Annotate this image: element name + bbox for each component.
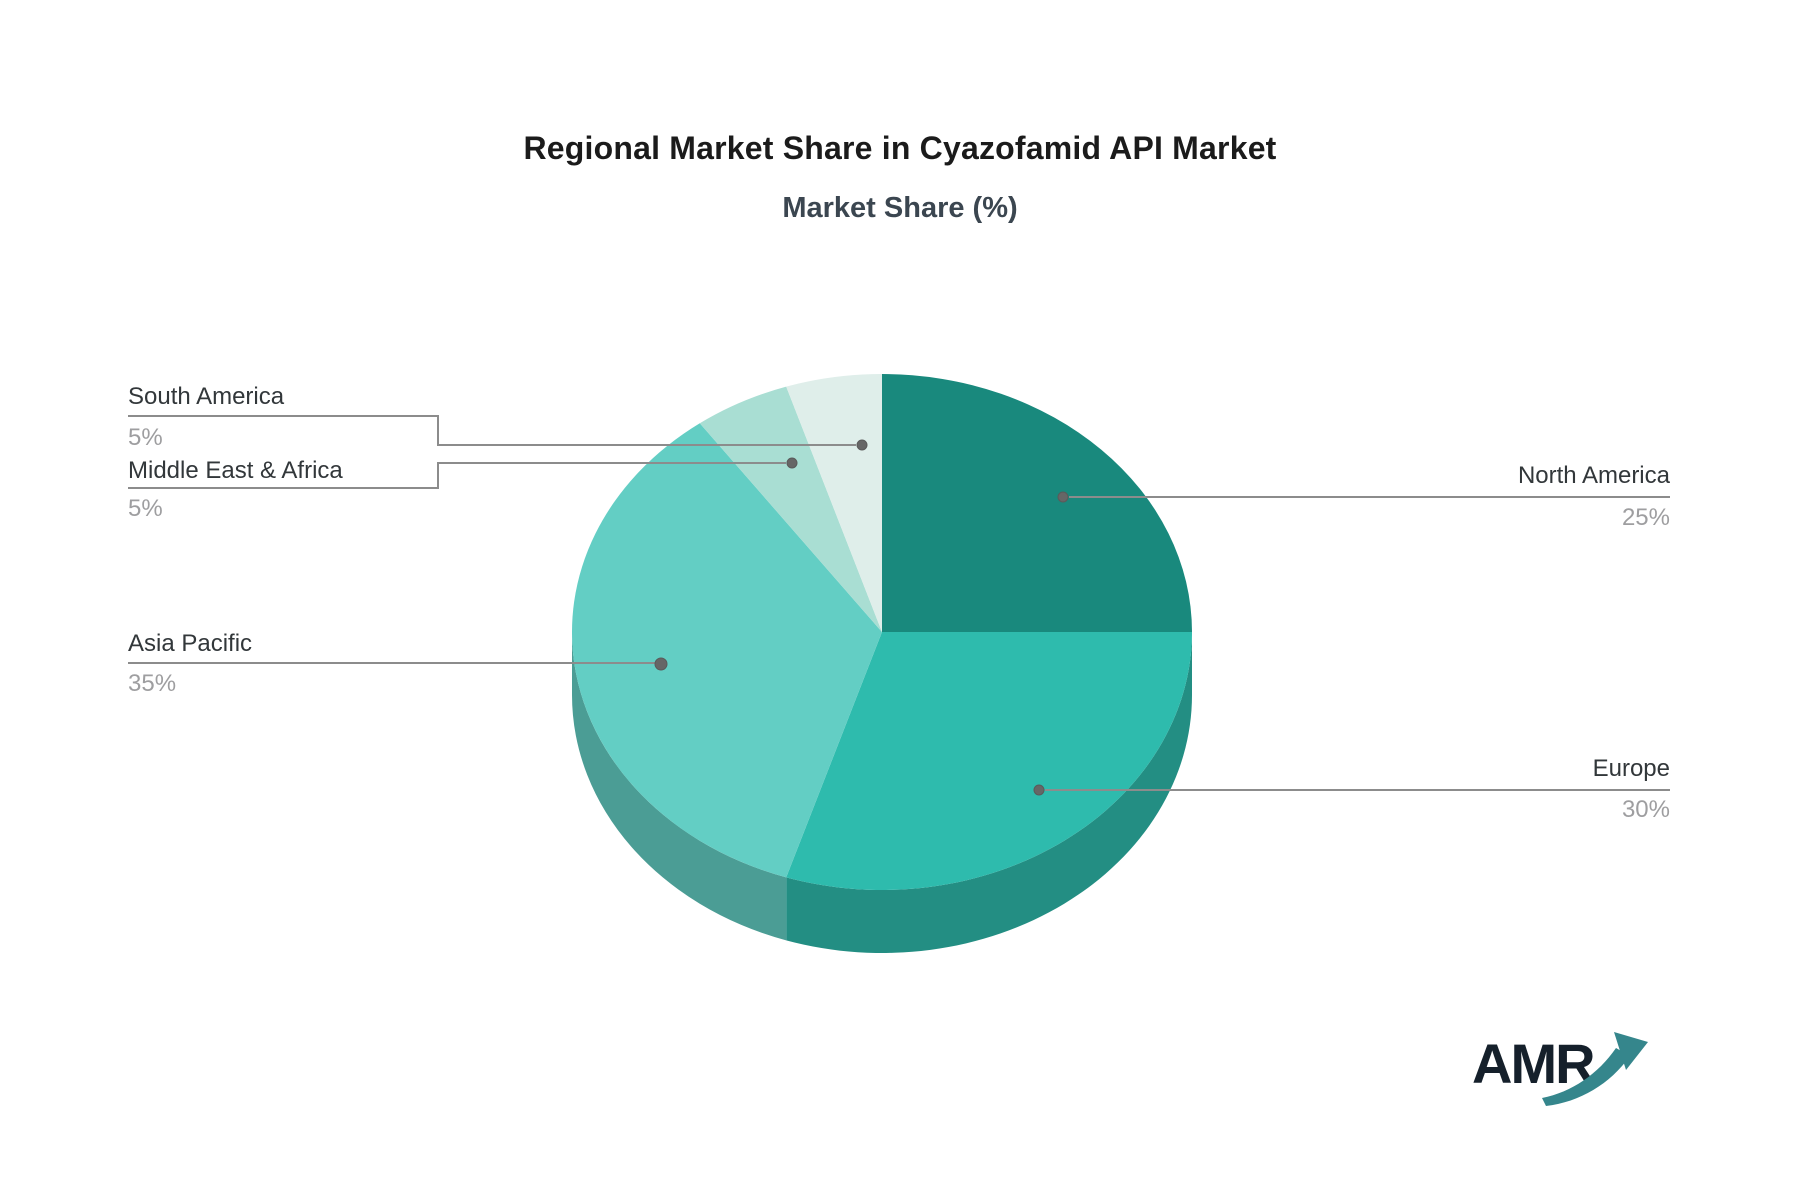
value-south-america: 5%: [128, 424, 163, 451]
brand-logo-text: AMR: [1472, 1032, 1596, 1095]
pie-slice-side-europe: [786, 632, 1192, 953]
pie-slice-europe[interactable]: [786, 632, 1192, 890]
leader-dot-asia-pacific: [654, 657, 668, 671]
value-north-america: 25%: [1621, 504, 1670, 531]
leader-dot-middle-east-africa: [786, 457, 798, 469]
label-europe: Europe: [1592, 755, 1670, 782]
pie-slice-side-asia-pacific: [572, 632, 787, 941]
chart-title: Regional Market Share in Cyazofamid API …: [523, 130, 1277, 166]
pie-slice-middle-east-africa[interactable]: [699, 386, 882, 632]
pie-slice-south-america[interactable]: [786, 374, 882, 632]
label-south-america: South America: [128, 383, 285, 410]
label-asia-pacific: Asia Pacific: [128, 630, 253, 657]
trend-up-arrow-icon: [1542, 1032, 1648, 1106]
pie-slice-north-america[interactable]: [882, 374, 1192, 632]
chart-subtitle: Market Share (%): [782, 192, 1018, 224]
pie-slice-asia-pacific[interactable]: [572, 423, 882, 878]
leader-dot-europe: [1033, 784, 1045, 796]
value-middle-east-africa: 5%: [128, 495, 163, 522]
leader-dot-south-america: [856, 439, 868, 451]
value-asia-pacific: 35%: [128, 670, 177, 697]
value-europe: 30%: [1621, 796, 1670, 823]
leader-dot-north-america: [1057, 491, 1069, 503]
leader-line-south-america: [128, 415, 856, 446]
leader-line-middle-east-africa: [128, 462, 786, 489]
label-middle-east-africa: Middle East & Africa: [128, 457, 343, 484]
label-north-america: North America: [1517, 462, 1670, 489]
